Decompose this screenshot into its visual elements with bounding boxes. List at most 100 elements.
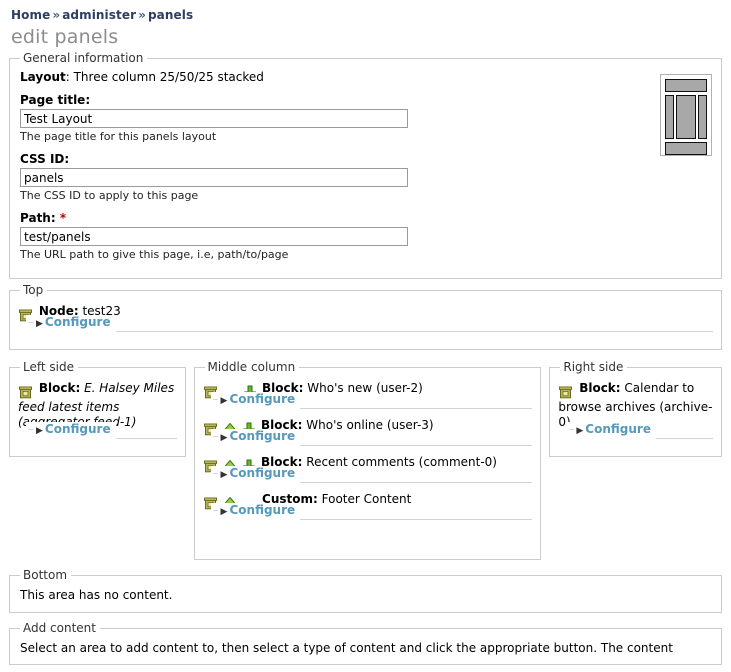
configure-fieldset: – ▶ Configure bbox=[26, 315, 713, 338]
content-item: Block: Who's online (user-3) – ▶ Configure bbox=[203, 418, 533, 452]
three-column-stacked-layout-thumbnail bbox=[660, 74, 712, 156]
content-item-title: Recent comments (comment-0) bbox=[302, 455, 497, 469]
configure-legend[interactable]: – ▶ Configure bbox=[210, 392, 301, 406]
content-item-header: Block: Who's online (user-3) bbox=[203, 418, 533, 437]
content-item: Block: Calendar to browse archives (arch… bbox=[558, 381, 713, 445]
triangle-right-icon: ▶ bbox=[36, 426, 43, 436]
breadcrumb-item-administer[interactable]: administer bbox=[62, 8, 137, 22]
collapse-dash-icon: – bbox=[568, 422, 575, 436]
content-item-icons bbox=[18, 385, 35, 400]
content-item-type: Block bbox=[579, 381, 616, 395]
layout-value: Three column 25/50/25 stacked bbox=[73, 70, 264, 84]
content-item-title: Who's online (user-3) bbox=[302, 418, 434, 432]
content-item: Block: E. Halsey Miles feed latest items… bbox=[18, 381, 177, 445]
configure-legend[interactable]: – ▶ Configure bbox=[210, 466, 301, 480]
content-item-icons bbox=[558, 385, 575, 400]
configure-legend[interactable]: – ▶ Configure bbox=[566, 422, 656, 436]
content-item: Custom: Footer Content – ▶ Configure bbox=[203, 492, 533, 526]
add-content-description: Select an area to add content to, then s… bbox=[20, 641, 673, 655]
breadcrumb-separator: » bbox=[52, 8, 61, 22]
region-top-fieldset: Top Node: test23 – ▶ Configure bbox=[9, 283, 722, 350]
content-item-type: Block bbox=[261, 455, 298, 469]
region-right-legend: Right side bbox=[563, 360, 624, 374]
layout-thumb-columns bbox=[665, 95, 707, 139]
region-right-fieldset: Right side Block: Calendar to browse arc… bbox=[549, 360, 722, 457]
configure-link[interactable]: Configure bbox=[229, 392, 296, 406]
layout-summary: Layout: Three column 25/50/25 stacked bbox=[20, 70, 713, 84]
region-middle-fieldset: Middle column bbox=[193, 360, 542, 560]
region-bottom-legend: Bottom bbox=[23, 568, 68, 582]
content-item-title: Calendar to browse archives (archive-0) bbox=[558, 381, 713, 429]
general-information-legend: General information bbox=[23, 51, 144, 65]
content-item-separator: : bbox=[297, 455, 303, 469]
path-label: Path: * bbox=[20, 211, 713, 225]
configure-fieldset: – ▶ Configure bbox=[210, 466, 533, 489]
collapse-dash-icon: – bbox=[212, 466, 219, 480]
content-item-header: Node: test23 bbox=[18, 304, 713, 323]
collapse-dash-icon: – bbox=[28, 315, 34, 329]
region-left-fieldset: Left side Block: E. Halsey Miles feed la… bbox=[9, 360, 186, 457]
configure-link[interactable]: Configure bbox=[585, 422, 651, 436]
content-item-type: Block bbox=[261, 418, 298, 432]
page-title-input[interactable] bbox=[20, 109, 408, 128]
content-item-separator: : bbox=[73, 304, 79, 318]
content-item-type: Node bbox=[38, 304, 74, 318]
configure-link[interactable]: Configure bbox=[44, 422, 111, 436]
triangle-right-icon: ▶ bbox=[220, 396, 228, 406]
configure-link[interactable]: Configure bbox=[229, 429, 296, 443]
trash-icon[interactable] bbox=[18, 385, 33, 400]
css-id-form-item: CSS ID: The CSS ID to apply to this page bbox=[20, 152, 713, 202]
general-information-fieldset: General information Layout: Three column… bbox=[9, 51, 722, 279]
configure-legend[interactable]: – ▶ Configure bbox=[26, 315, 116, 329]
configure-legend[interactable]: – ▶ Configure bbox=[210, 503, 301, 517]
collapse-dash-icon: – bbox=[212, 392, 219, 406]
path-description: The URL path to give this page, i.e, pat… bbox=[20, 248, 289, 261]
triangle-right-icon: ▶ bbox=[576, 426, 584, 436]
region-bottom-empty-text: This area has no content. bbox=[20, 588, 173, 602]
configure-link[interactable]: Configure bbox=[229, 466, 296, 480]
configure-link[interactable]: Configure bbox=[229, 503, 296, 517]
triangle-right-icon: ▶ bbox=[220, 470, 228, 480]
content-item-separator: : bbox=[298, 381, 304, 395]
collapse-dash-icon: – bbox=[212, 429, 219, 443]
content-item-header: Block: Calendar to browse archives (arch… bbox=[558, 381, 713, 430]
collapse-dash-icon: – bbox=[212, 503, 219, 517]
breadcrumb: Home» administer» panels bbox=[9, 0, 722, 24]
content-item: Block: Who's new (user-2) – ▶ Configure bbox=[203, 381, 533, 415]
triangle-right-icon: ▶ bbox=[220, 507, 228, 517]
region-middle-legend: Middle column bbox=[207, 360, 296, 374]
page-title-label: Page title: bbox=[20, 93, 91, 107]
content-item-title: Footer Content bbox=[317, 492, 412, 506]
breadcrumb-item-home[interactable]: Home bbox=[11, 8, 51, 22]
trash-icon[interactable] bbox=[558, 385, 573, 400]
css-id-input[interactable] bbox=[20, 168, 408, 187]
content-item-type: Custom bbox=[262, 492, 314, 506]
configure-link[interactable]: Configure bbox=[44, 315, 111, 329]
region-top-legend: Top bbox=[23, 283, 44, 297]
configure-fieldset: – ▶ Configure bbox=[210, 429, 533, 452]
content-item-separator: : bbox=[615, 381, 621, 395]
content-item-header: Block: Who's new (user-2) bbox=[203, 381, 533, 400]
path-form-item: Path: * The URL path to give this page, … bbox=[20, 211, 713, 261]
triangle-right-icon: ▶ bbox=[220, 433, 228, 443]
configure-legend[interactable]: – ▶ Configure bbox=[210, 429, 301, 443]
path-input[interactable] bbox=[20, 227, 408, 246]
css-id-description: The CSS ID to apply to this page bbox=[20, 189, 199, 202]
breadcrumb-item-panels[interactable]: panels bbox=[147, 8, 194, 22]
region-bottom-fieldset: Bottom This area has no content. bbox=[9, 568, 722, 613]
required-asterisk: * bbox=[59, 211, 67, 225]
content-item-header: Block: Recent comments (comment-0) bbox=[203, 455, 533, 474]
add-content-fieldset: Add content Select an area to add conten… bbox=[9, 621, 722, 665]
content-item-type: Block bbox=[38, 381, 76, 395]
collapse-dash-icon: – bbox=[28, 422, 34, 436]
triangle-right-icon: ▶ bbox=[36, 319, 43, 329]
css-id-label: CSS ID: bbox=[20, 152, 70, 166]
content-item-separator: : bbox=[75, 381, 81, 395]
layout-thumb-bottom-bar bbox=[665, 142, 707, 155]
layout-label: Layout bbox=[20, 70, 66, 84]
breadcrumb-separator: » bbox=[138, 8, 146, 22]
layout-colon: : bbox=[65, 70, 74, 84]
page-title-description: The page title for this panels layout bbox=[20, 130, 217, 143]
configure-legend[interactable]: – ▶ Configure bbox=[26, 422, 116, 436]
